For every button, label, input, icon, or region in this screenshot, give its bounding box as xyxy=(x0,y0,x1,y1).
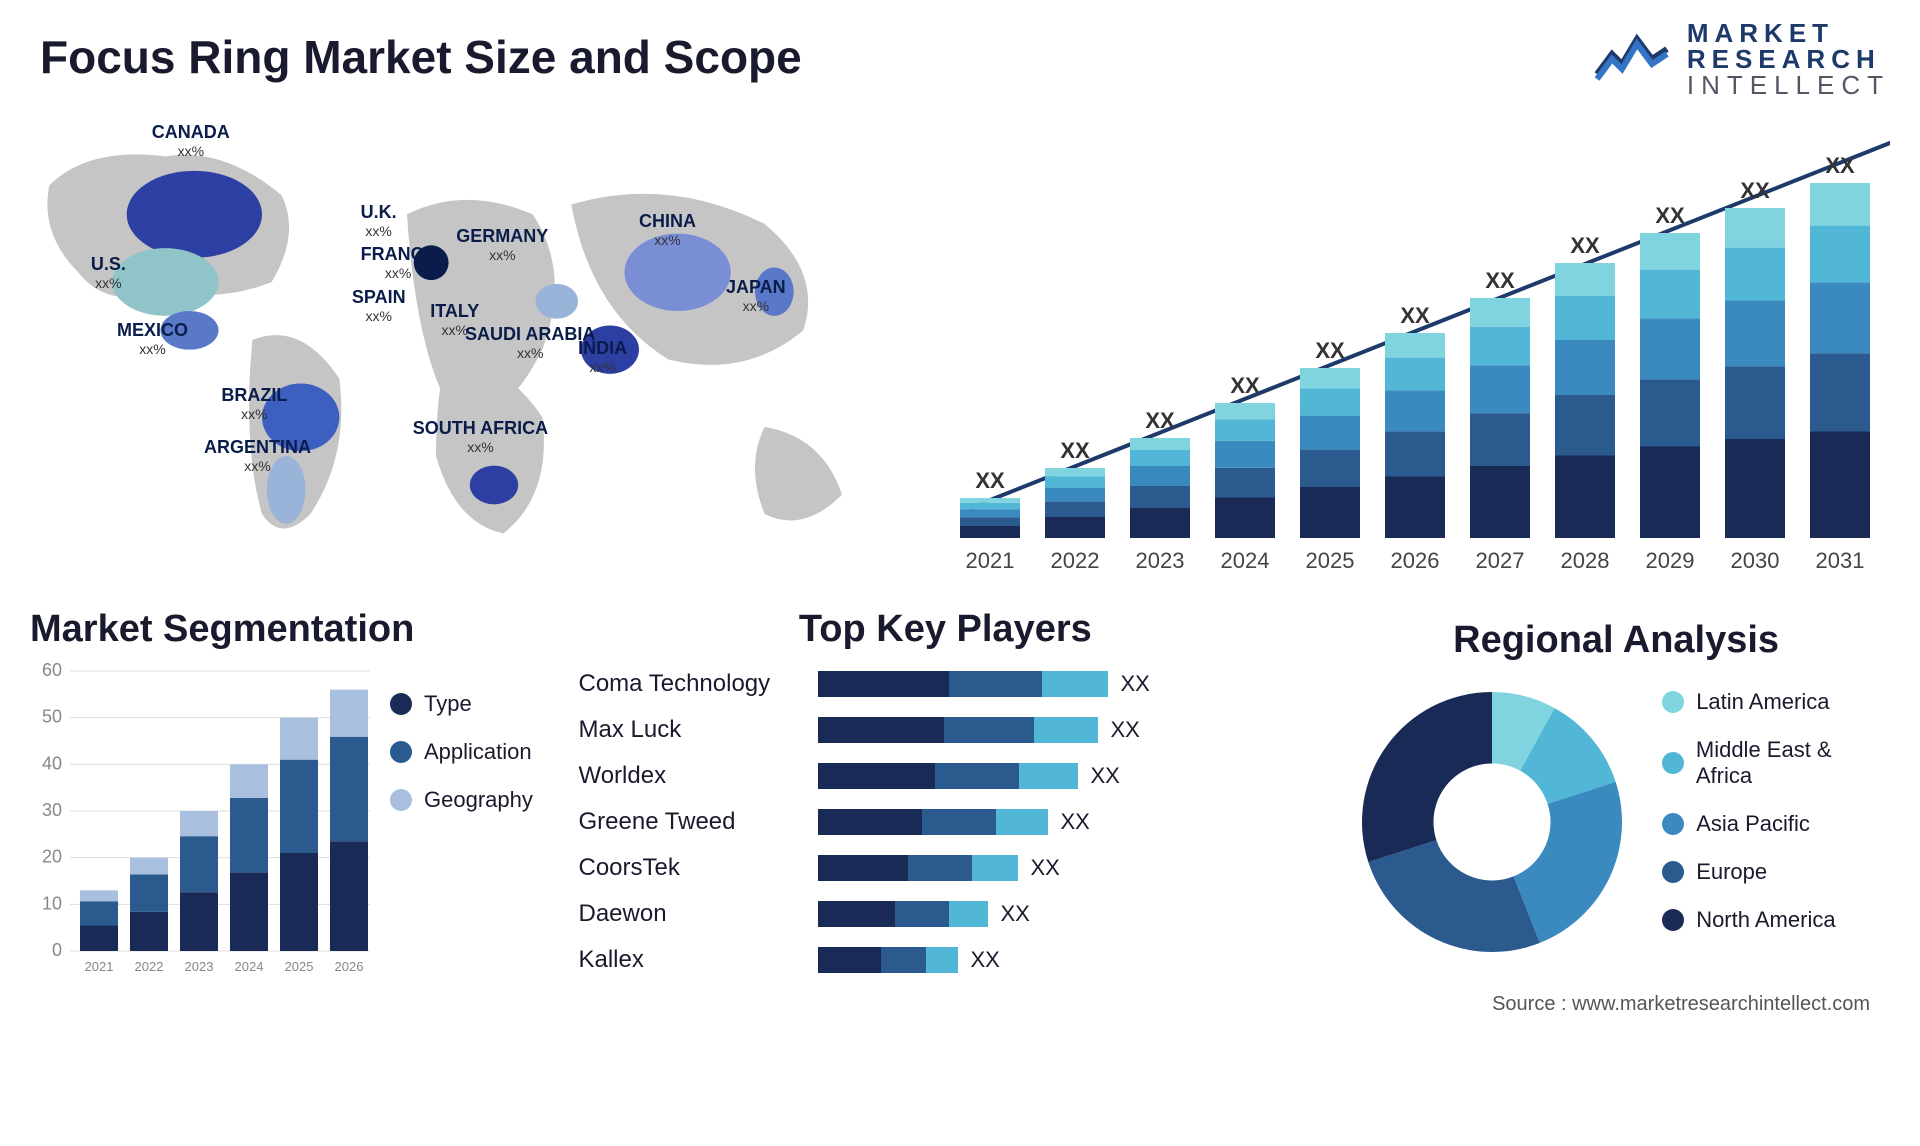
growth-chart: XX 2021 XX 2022 XX 2023 XX 2024 XX 2025 XX 2026 XX 20… xyxy=(930,108,1890,578)
map-label-mexico: MEXICOxx% xyxy=(117,320,188,357)
map-label-south-africa: SOUTH AFRICAxx% xyxy=(413,418,548,455)
map-label-argentina: ARGENTINAxx% xyxy=(204,437,311,474)
map-label-saudi-arabia: SAUDI ARABIAxx% xyxy=(465,324,595,361)
player-value: XX xyxy=(1060,809,1089,835)
footer-source: Source : www.marketresearchintellect.com xyxy=(30,993,1890,1016)
map-label-u-k-: U.K.xx% xyxy=(361,202,397,239)
svg-text:XX: XX xyxy=(1060,438,1090,463)
svg-text:2025: 2025 xyxy=(285,959,314,974)
svg-text:0: 0 xyxy=(52,940,62,960)
svg-text:XX: XX xyxy=(1655,203,1685,228)
segmentation-legend-item: Geography xyxy=(390,787,548,813)
player-value: XX xyxy=(1000,901,1029,927)
region-legend-item: Middle East & Africa xyxy=(1662,737,1890,789)
player-name: CoorsTek xyxy=(578,845,818,891)
svg-text:10: 10 xyxy=(42,893,62,913)
player-bar-row: XX xyxy=(818,753,1312,799)
svg-text:2025: 2025 xyxy=(1306,548,1355,573)
regional-legend: Latin America Middle East & Africa Asia Pa… xyxy=(1662,689,1890,955)
svg-text:50: 50 xyxy=(42,707,62,727)
region-legend-item: Latin America xyxy=(1662,689,1890,715)
player-value: XX xyxy=(1030,855,1059,881)
player-bar-row: XX xyxy=(818,891,1312,937)
svg-text:XX: XX xyxy=(1230,373,1260,398)
logo-line1: MARKET xyxy=(1687,20,1890,46)
svg-text:XX: XX xyxy=(1315,338,1345,363)
svg-text:XX: XX xyxy=(1570,233,1600,258)
region-legend-item: Asia Pacific xyxy=(1662,811,1890,837)
players-panel: Top Key Players Coma TechnologyMax LuckW… xyxy=(578,598,1312,983)
svg-text:30: 30 xyxy=(42,800,62,820)
regional-title: Regional Analysis xyxy=(1342,619,1890,662)
svg-text:2027: 2027 xyxy=(1476,548,1525,573)
map-label-spain: SPAINxx% xyxy=(352,287,406,324)
svg-text:XX: XX xyxy=(1485,268,1515,293)
map-label-u-s-: U.S.xx% xyxy=(91,254,126,291)
player-name: Greene Tweed xyxy=(578,799,818,845)
player-name: Coma Technology xyxy=(578,661,818,707)
player-bar-row: XX xyxy=(818,799,1312,845)
svg-text:2031: 2031 xyxy=(1816,548,1865,573)
svg-text:2023: 2023 xyxy=(185,959,214,974)
player-bar-row: XX xyxy=(818,845,1312,891)
svg-text:2028: 2028 xyxy=(1561,548,1610,573)
map-label-brazil: BRAZILxx% xyxy=(221,385,287,422)
map-label-india: INDIAxx% xyxy=(578,338,627,375)
map-label-china: CHINAxx% xyxy=(639,211,696,248)
svg-text:XX: XX xyxy=(975,468,1005,493)
svg-text:2024: 2024 xyxy=(235,959,264,974)
svg-text:2026: 2026 xyxy=(1391,548,1440,573)
player-name: Kallex xyxy=(578,937,818,983)
player-name: Worldex xyxy=(578,753,818,799)
player-name: Daewon xyxy=(578,891,818,937)
svg-text:2026: 2026 xyxy=(335,959,364,974)
world-map-panel: CANADAxx% U.S.xx% MEXICOxx% BRAZILxx% ARGENT… xyxy=(30,108,900,578)
svg-text:XX: XX xyxy=(1400,303,1430,328)
svg-text:2022: 2022 xyxy=(135,959,164,974)
map-label-germany: GERMANYxx% xyxy=(456,226,548,263)
player-bar-row: XX xyxy=(818,937,1312,983)
segmentation-legend-item: Application xyxy=(390,739,548,765)
map-label-france: FRANCExx% xyxy=(361,244,436,281)
player-value: XX xyxy=(1120,671,1149,697)
map-label-japan: JAPANxx% xyxy=(726,277,786,314)
player-bar-row: XX xyxy=(818,661,1312,707)
svg-text:2023: 2023 xyxy=(1136,548,1185,573)
svg-text:2021: 2021 xyxy=(966,548,1015,573)
svg-text:60: 60 xyxy=(42,661,62,680)
regional-panel: Regional Analysis Latin America Middle Ea… xyxy=(1342,598,1890,983)
map-label-canada: CANADAxx% xyxy=(152,122,230,159)
players-title: Top Key Players xyxy=(578,608,1312,651)
svg-text:2029: 2029 xyxy=(1646,548,1695,573)
segmentation-panel: Market Segmentation 0 10 20 30 40 50 60 2021 202… xyxy=(30,598,548,983)
player-value: XX xyxy=(1110,717,1139,743)
logo-line2: RESEARCH xyxy=(1687,46,1890,72)
svg-text:20: 20 xyxy=(42,847,62,867)
brand-logo: MARKET RESEARCH INTELLECT xyxy=(1592,20,1890,98)
header: Focus Ring Market Size and Scope MARKET … xyxy=(30,20,1890,98)
svg-text:40: 40 xyxy=(42,753,62,773)
segmentation-title: Market Segmentation xyxy=(30,608,548,651)
svg-text:2021: 2021 xyxy=(85,959,114,974)
player-name: Max Luck xyxy=(578,707,818,753)
svg-text:XX: XX xyxy=(1145,408,1175,433)
svg-text:XX: XX xyxy=(1740,178,1770,203)
player-value: XX xyxy=(1090,763,1119,789)
logo-wave-icon xyxy=(1592,29,1672,89)
player-bar-row: XX xyxy=(818,707,1312,753)
player-value: XX xyxy=(970,947,999,973)
page-title: Focus Ring Market Size and Scope xyxy=(40,30,802,84)
region-legend-item: North America xyxy=(1662,907,1890,933)
svg-text:2024: 2024 xyxy=(1221,548,1270,573)
logo-line3: INTELLECT xyxy=(1687,72,1890,98)
svg-text:2030: 2030 xyxy=(1731,548,1780,573)
segmentation-legend: Type Application Geography xyxy=(390,661,548,981)
segmentation-legend-item: Type xyxy=(390,691,548,717)
svg-text:XX: XX xyxy=(1825,153,1855,178)
svg-text:2022: 2022 xyxy=(1051,548,1100,573)
region-legend-item: Europe xyxy=(1662,859,1890,885)
